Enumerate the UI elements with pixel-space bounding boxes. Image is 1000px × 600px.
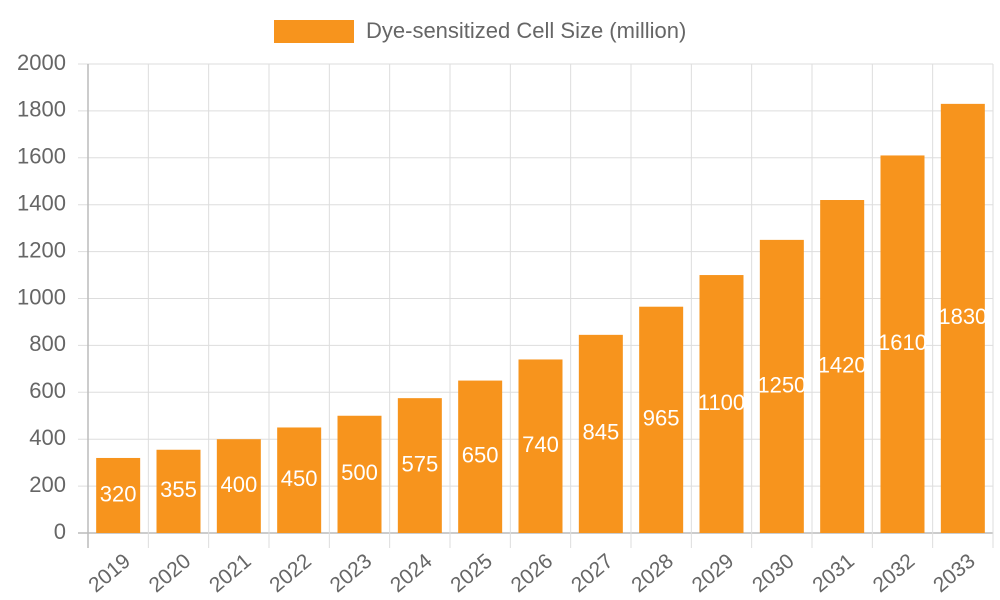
x-tick-label: 2021 bbox=[205, 549, 256, 597]
x-tick-label: 2026 bbox=[507, 549, 558, 597]
y-tick-label: 200 bbox=[29, 472, 66, 497]
bar bbox=[699, 275, 744, 533]
y-tick-label: 0 bbox=[54, 519, 66, 544]
x-tick-label: 2023 bbox=[326, 549, 377, 597]
data-label: 355 bbox=[160, 477, 197, 502]
data-label: 500 bbox=[341, 460, 378, 485]
legend-label: Dye-sensitized Cell Size (million) bbox=[366, 18, 686, 43]
data-label: 320 bbox=[100, 481, 137, 506]
bar bbox=[277, 427, 322, 533]
bar bbox=[156, 449, 201, 533]
x-tick-label: 2030 bbox=[748, 549, 799, 597]
x-tick-label: 2025 bbox=[446, 549, 497, 597]
bar bbox=[96, 457, 141, 533]
bar bbox=[639, 306, 684, 533]
bar bbox=[880, 155, 925, 533]
bar bbox=[578, 334, 623, 533]
bar bbox=[759, 239, 804, 533]
data-label: 965 bbox=[643, 406, 680, 431]
data-label: 450 bbox=[281, 466, 318, 491]
bar bbox=[337, 415, 382, 533]
y-tick-label: 1200 bbox=[17, 237, 66, 262]
x-tick-label: 2031 bbox=[808, 549, 859, 597]
x-tick-label: 2027 bbox=[567, 549, 618, 597]
bar bbox=[397, 398, 442, 533]
y-tick-label: 1000 bbox=[17, 284, 66, 309]
data-label: 1100 bbox=[698, 390, 745, 415]
bar bbox=[458, 380, 503, 533]
y-tick-label: 1800 bbox=[17, 97, 66, 122]
data-label: 845 bbox=[582, 420, 619, 445]
data-label: 1250 bbox=[757, 372, 806, 397]
legend-swatch bbox=[274, 20, 354, 43]
x-tick-label: 2033 bbox=[929, 549, 980, 597]
data-label: 1830 bbox=[938, 304, 987, 329]
bar bbox=[518, 359, 563, 533]
y-tick-label: 400 bbox=[29, 425, 66, 450]
data-label: 575 bbox=[401, 451, 438, 476]
y-tick-label: 600 bbox=[29, 378, 66, 403]
y-tick-label: 2000 bbox=[17, 50, 66, 75]
x-tick-label: 2022 bbox=[265, 549, 316, 597]
data-label: 1610 bbox=[878, 330, 927, 355]
y-tick-label: 800 bbox=[29, 331, 66, 356]
y-tick-label: 1600 bbox=[17, 144, 66, 169]
x-tick-label: 2024 bbox=[386, 549, 437, 597]
x-tick-label: 2029 bbox=[688, 549, 739, 597]
x-tick-label: 2019 bbox=[84, 549, 135, 597]
x-tick-label: 2020 bbox=[145, 549, 196, 597]
x-tick-label: 2032 bbox=[869, 549, 920, 597]
x-tick-label: 2028 bbox=[627, 549, 678, 597]
bar bbox=[820, 200, 865, 533]
data-label: 650 bbox=[462, 443, 499, 468]
data-label: 740 bbox=[522, 432, 559, 457]
data-label: 400 bbox=[220, 472, 257, 497]
y-tick-label: 1400 bbox=[17, 191, 66, 216]
bar bbox=[216, 439, 261, 533]
data-label: 1420 bbox=[818, 352, 867, 377]
bar bbox=[940, 103, 985, 534]
